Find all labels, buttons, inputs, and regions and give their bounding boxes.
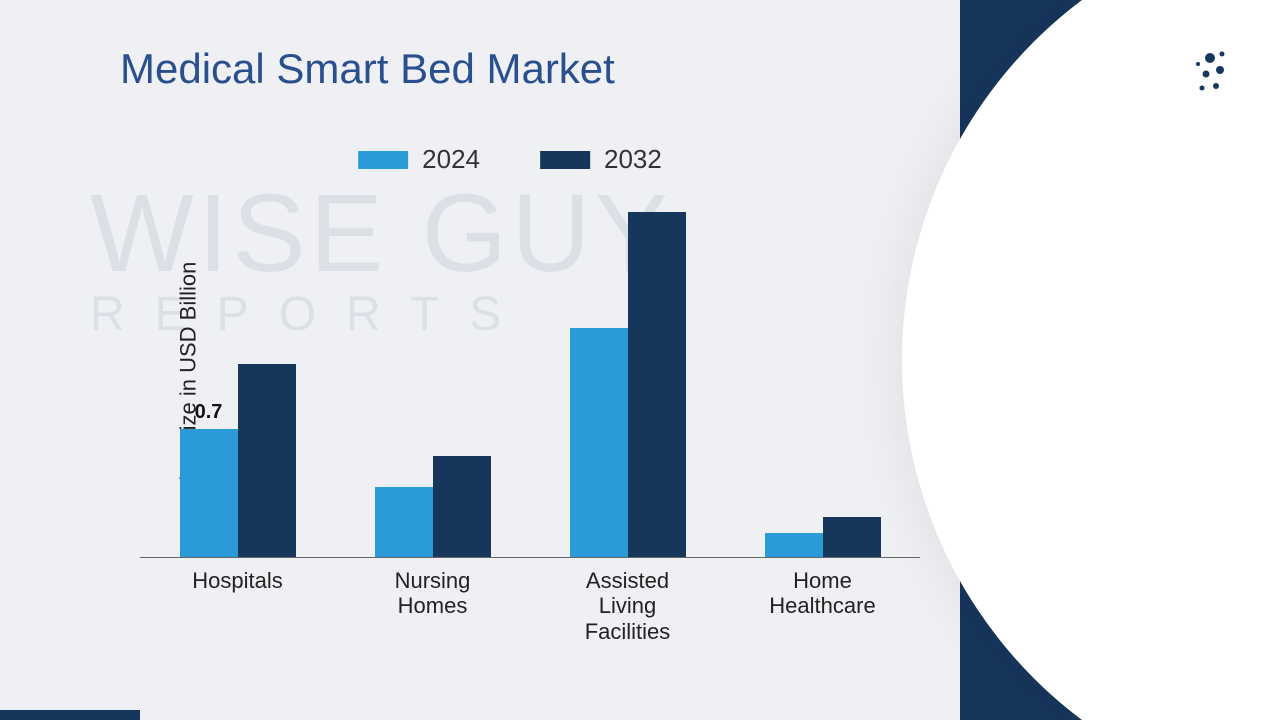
page: { "title": "Medical Smart Bed Market", "… (0, 0, 1280, 720)
category-label: NursingHomes (335, 562, 530, 630)
bar (375, 487, 433, 557)
legend-label: 2024 (422, 144, 480, 175)
legend: 2024 2032 (358, 144, 662, 175)
category-labels: HospitalsNursingHomesAssistedLivingFacil… (140, 562, 920, 630)
brand-logo: WISE GUY REPORTS (1062, 18, 1250, 76)
plot-area: 0.7 (140, 190, 920, 558)
bar (823, 517, 881, 557)
footer-accent (0, 710, 140, 720)
bar (628, 212, 686, 557)
category-label: HomeHealthcare (725, 562, 920, 630)
legend-label: 2032 (604, 144, 662, 175)
chart: Market Size in USD Billion 2024 2032 0.7… (100, 150, 920, 630)
bar: 0.7 (180, 429, 238, 557)
bar (765, 533, 823, 557)
chart-title: Medical Smart Bed Market (120, 45, 615, 93)
bar (238, 364, 296, 557)
bar-group (530, 190, 725, 557)
bar-group (725, 190, 920, 557)
bar-group: 0.7 (140, 190, 335, 557)
bar-group (335, 190, 530, 557)
legend-swatch (540, 151, 590, 169)
bar (433, 456, 491, 557)
legend-swatch (358, 151, 408, 169)
legend-item: 2032 (540, 144, 662, 175)
head-icon (1162, 36, 1232, 126)
category-label: Hospitals (140, 562, 335, 630)
bar-value-label: 0.7 (195, 401, 223, 424)
category-label: AssistedLivingFacilities (530, 562, 725, 630)
bar (570, 328, 628, 557)
legend-item: 2024 (358, 144, 480, 175)
